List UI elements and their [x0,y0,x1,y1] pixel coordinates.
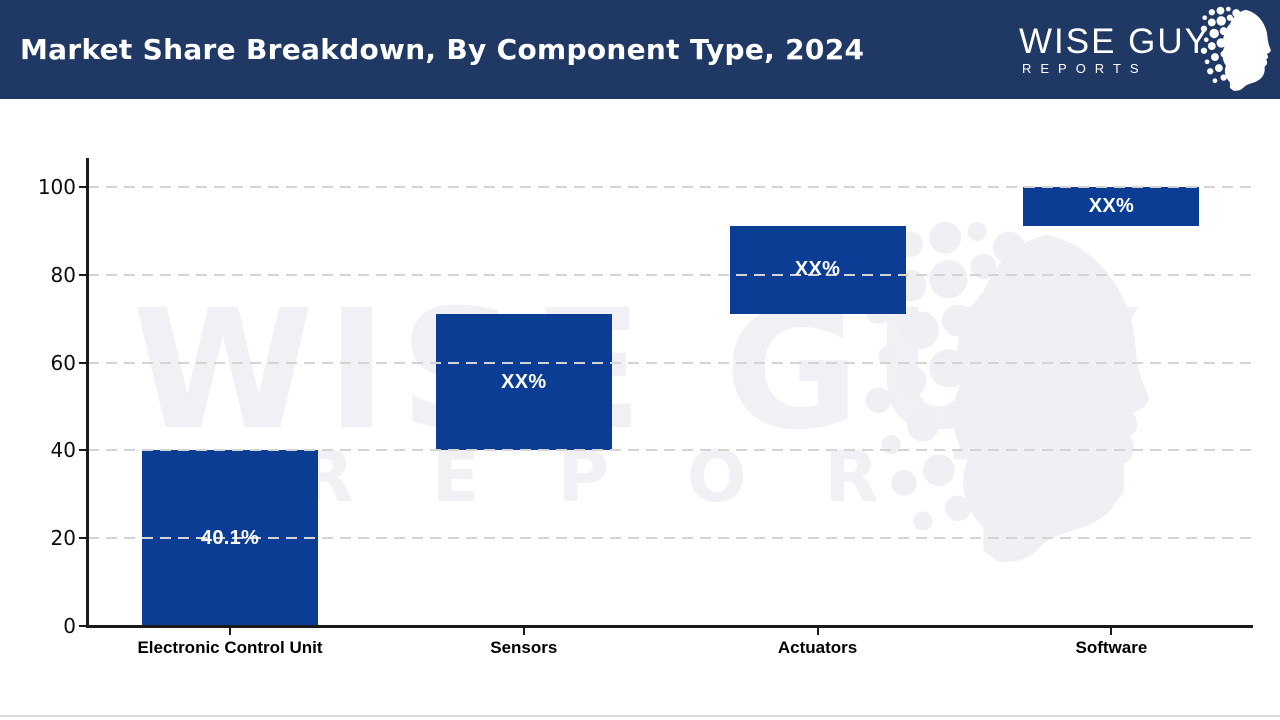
x-tick-mark [229,627,231,635]
x-tick-mark [816,627,819,635]
y-tick-mark-80 [79,273,87,276]
y-tick-label-20: 20 [50,526,76,551]
y-tick-mark-0 [79,625,87,627]
header: Market Share Breakdown, By Component Typ… [0,0,1280,99]
y-tick-label-100: 100 [37,175,76,200]
gridline-100 [88,186,1253,189]
bar-value-label: XX% [1088,194,1135,217]
x-tick-mark [522,627,525,635]
wise-guy-logo: WISE GUY REPORTS [1019,5,1274,95]
gridline-60 [88,361,1253,364]
category-label-actuators: Actuators [777,638,858,657]
logo-wordmark: WISE GUY [1018,22,1210,61]
x-axis-line [86,624,1253,628]
y-tick-label-60: 60 [50,350,76,375]
bar-sensors [435,314,612,451]
bar-value-label: XX% [501,370,547,393]
gridline-80 [88,273,1253,276]
x-tick-mark [1110,627,1113,635]
page-title: Market Share Breakdown, By Component Typ… [20,33,865,66]
y-tick-mark-60 [79,361,87,364]
bottom-divider [0,715,1280,717]
logo-text: WISE GUY REPORTS [1019,24,1210,75]
bar-value-label: XX% [794,258,841,281]
gridline-20 [88,537,1253,540]
y-tick-label-40: 40 [50,438,76,463]
y-tick-label-80: 80 [50,262,76,287]
y-axis-line [86,158,89,628]
y-tick-mark-100 [79,186,87,189]
bar-actuators [729,225,906,314]
gridline-40 [88,449,1253,452]
y-tick-mark-40 [79,449,87,452]
bar-software [1023,187,1200,226]
category-label-electronic-control-unit: Electronic Control Unit [137,638,323,657]
logo-subtitle: REPORTS [1021,61,1148,76]
y-tick-mark-20 [79,537,87,540]
bar-value-label: 40.1% [200,526,260,549]
category-label-software: Software [1075,638,1148,657]
category-label-sensors: Sensors [490,638,558,657]
logo-face-icon [1200,6,1271,91]
y-tick-label-0: 0 [63,614,76,638]
